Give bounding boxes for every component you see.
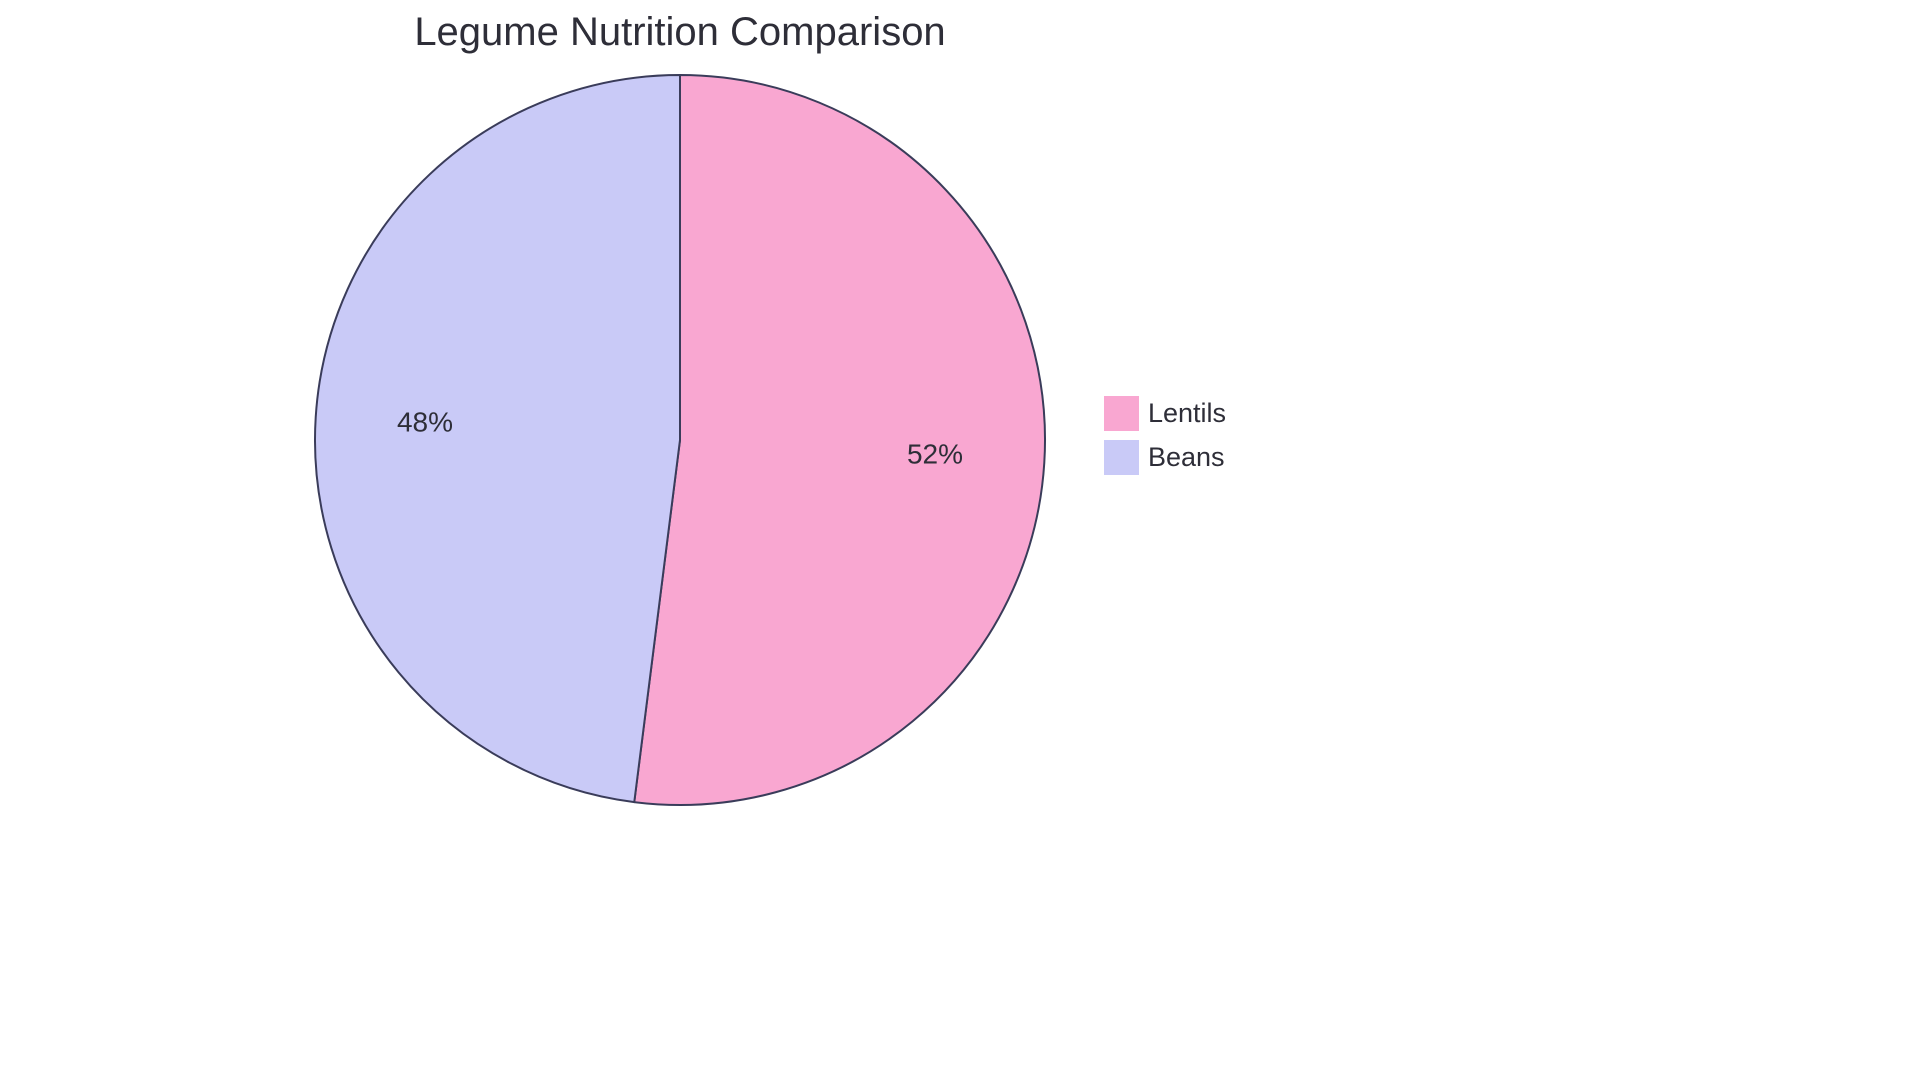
slice-value-label-beans: 48%	[397, 406, 453, 437]
legend-swatch-lentils	[1104, 396, 1139, 431]
legend-swatch-beans	[1104, 440, 1139, 475]
legend-item-beans[interactable]: Beans	[1104, 440, 1226, 475]
slice-value-label-lentils: 52%	[907, 438, 963, 469]
legend: Lentils Beans	[1104, 396, 1226, 475]
legend-label-lentils: Lentils	[1148, 398, 1227, 428]
pie-slice-beans	[314, 74, 681, 804]
legend-label-beans: Beans	[1148, 442, 1225, 472]
legend-item-lentils[interactable]: Lentils	[1104, 396, 1226, 431]
chart-title: Legume Nutrition Comparison	[414, 10, 946, 54]
pie-slice-lentils	[633, 74, 1046, 806]
